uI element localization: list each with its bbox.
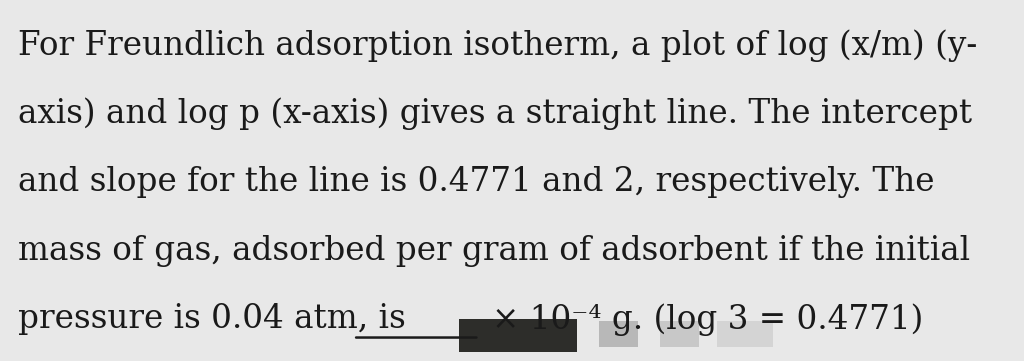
Bar	[459, 319, 577, 352]
Text: and slope for the line is 0.4771 and 2, respectively. The: and slope for the line is 0.4771 and 2, …	[18, 166, 935, 198]
Text: pressure is 0.04 atm, is: pressure is 0.04 atm, is	[18, 303, 407, 335]
Text: axis) and log p (x-axis) gives a straight line. The intercept: axis) and log p (x-axis) gives a straigh…	[18, 97, 973, 130]
Text: For Freundlich adsorption isotherm, a plot of log (x/m) (y-: For Freundlich adsorption isotherm, a pl…	[18, 29, 978, 61]
Bar	[717, 321, 773, 347]
Text: mass of gas, adsorbed per gram of adsorbent if the initial: mass of gas, adsorbed per gram of adsorb…	[18, 235, 971, 267]
Bar	[599, 321, 638, 347]
Bar	[660, 321, 699, 347]
Text: × 10⁻⁴ g. (log 3 = 0.4771): × 10⁻⁴ g. (log 3 = 0.4771)	[492, 303, 923, 336]
